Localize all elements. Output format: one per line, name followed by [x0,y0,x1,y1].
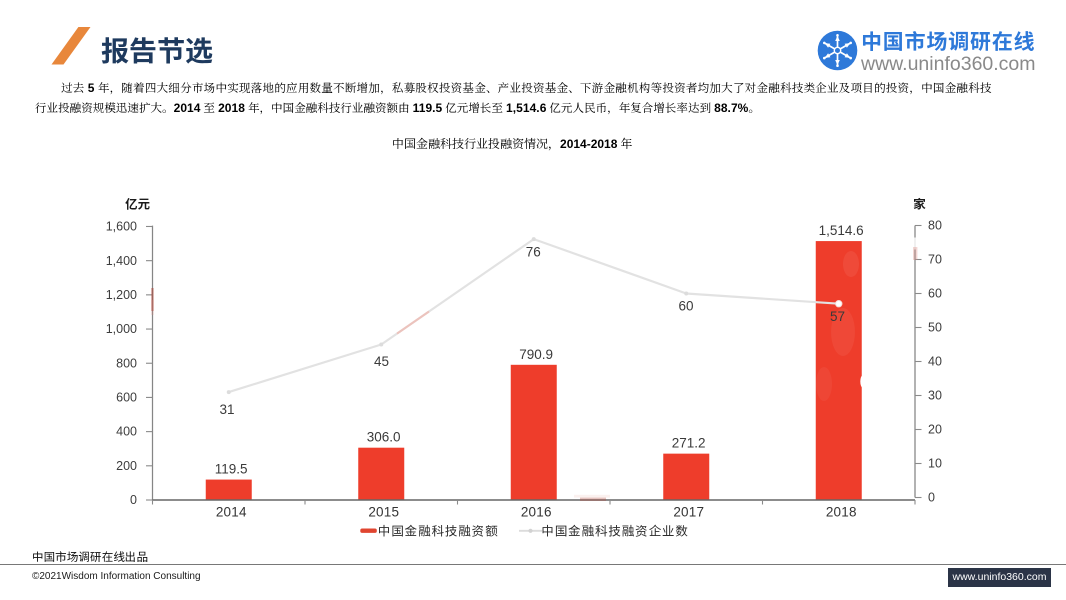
svg-text:1,514.6: 1,514.6 [819,223,864,238]
svg-text:80: 80 [928,219,942,233]
svg-text:60: 60 [678,299,693,314]
svg-text:70: 70 [928,253,942,267]
svg-text:30: 30 [928,389,942,403]
svg-text:20: 20 [928,423,942,437]
svg-text:0: 0 [130,493,137,507]
svg-text:1,000: 1,000 [106,322,137,336]
svg-text:2014: 2014 [216,505,247,520]
svg-text:60: 60 [928,287,942,301]
svg-text:家: 家 [913,194,926,213]
svg-text:2015: 2015 [368,505,399,520]
svg-text:600: 600 [116,391,137,405]
svg-text:2017: 2017 [673,505,704,520]
svg-text:76: 76 [526,245,541,260]
svg-text:271.2: 271.2 [672,436,706,451]
svg-text:50: 50 [928,321,942,335]
svg-text:306.0: 306.0 [367,430,401,445]
svg-text:10: 10 [928,457,942,471]
svg-text:2018: 2018 [826,505,857,520]
svg-text:40: 40 [928,355,942,369]
svg-text:119.5: 119.5 [215,462,248,477]
svg-text:790.9: 790.9 [519,347,553,362]
svg-text:2016: 2016 [521,505,552,520]
svg-text:57: 57 [830,309,845,324]
svg-text:中国金融科技融资额: 中国金融科技融资额 [378,521,499,540]
svg-text:1,200: 1,200 [106,288,137,302]
svg-text:1,400: 1,400 [106,254,137,268]
svg-text:1,600: 1,600 [106,220,137,234]
svg-text:0: 0 [928,491,935,505]
svg-text:中国金融科技融资企业数: 中国金融科技融资企业数 [542,521,689,540]
svg-text:400: 400 [116,425,137,439]
svg-text:31: 31 [219,402,234,417]
svg-text:45: 45 [374,354,389,369]
svg-text:800: 800 [116,356,137,370]
svg-text:200: 200 [116,459,137,473]
svg-text:亿元: 亿元 [125,194,151,213]
